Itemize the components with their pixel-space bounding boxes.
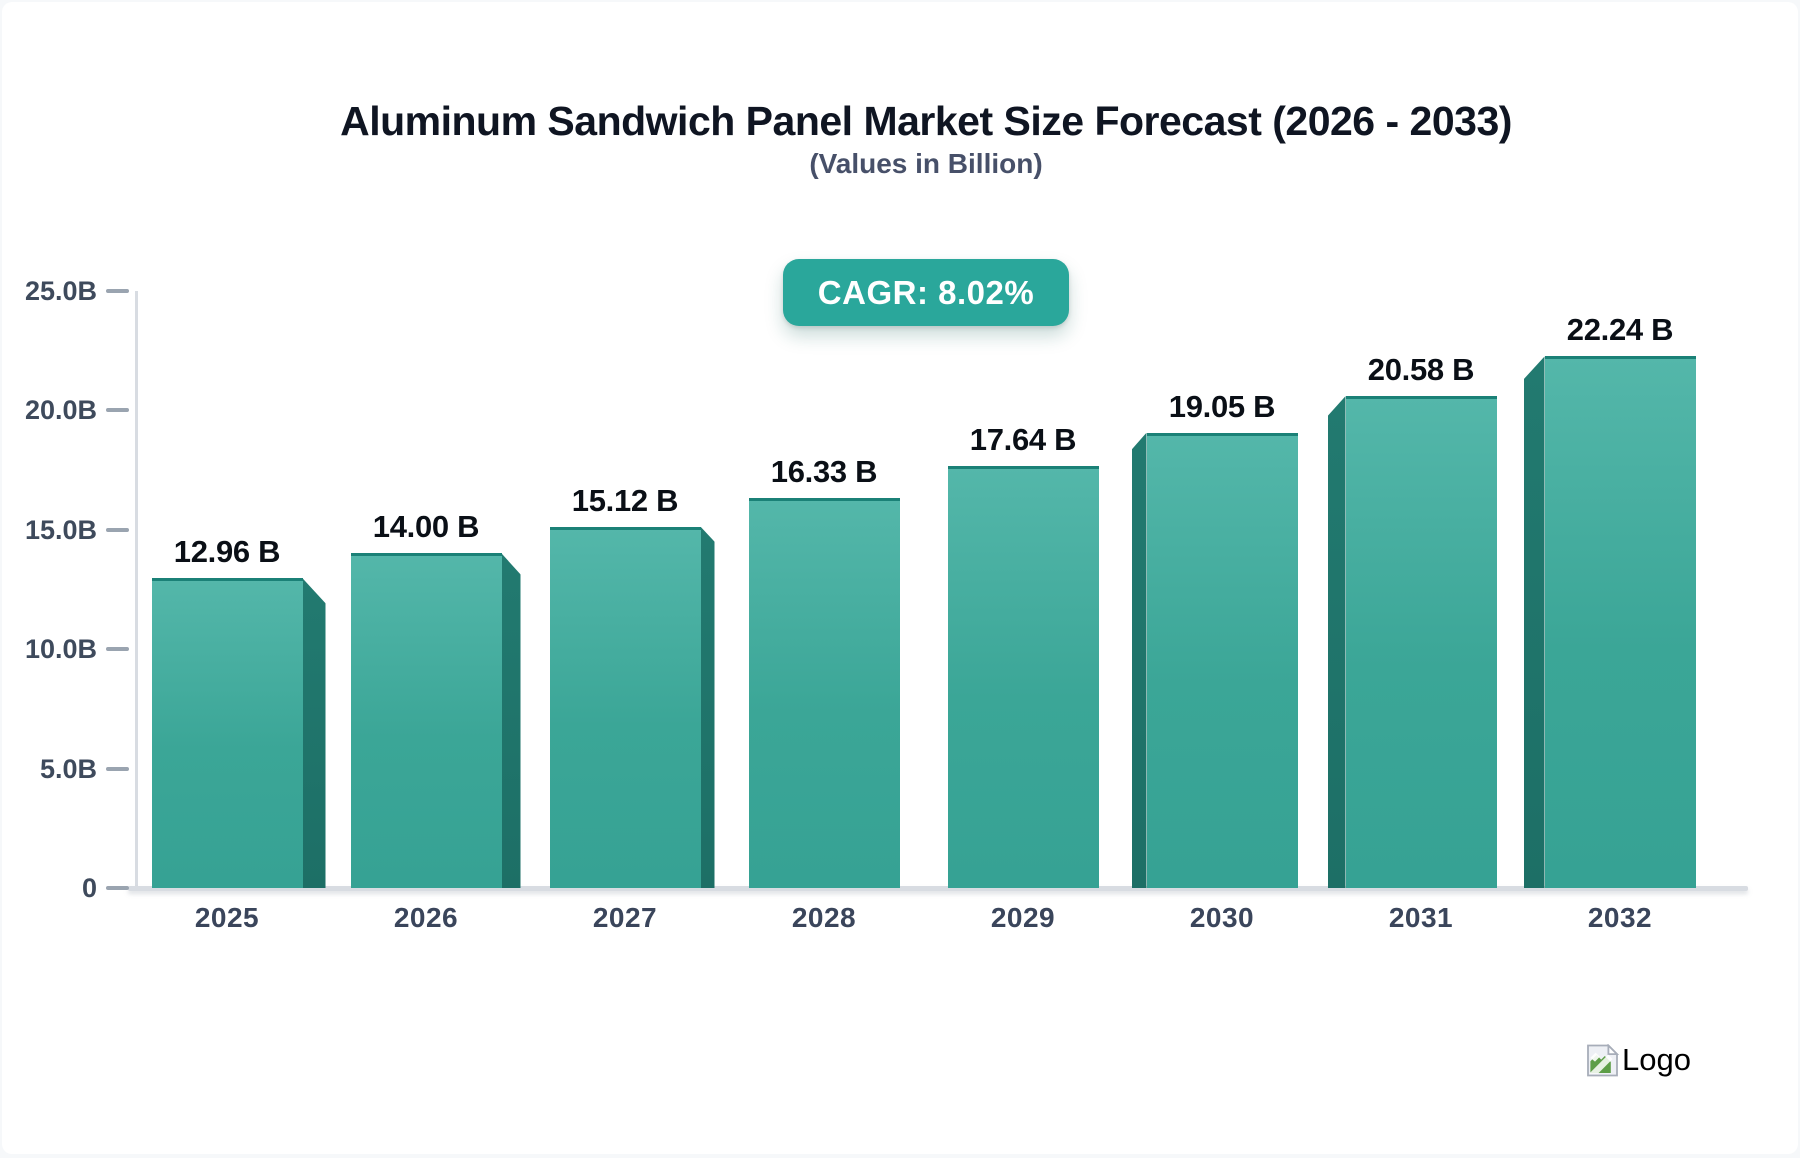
bar-3d-side [501, 553, 521, 888]
bar [1146, 432, 1298, 888]
y-tick-label: 15.0B [24, 514, 97, 545]
x-axis-label: 2030 [1189, 902, 1255, 933]
bar-3d-side [700, 526, 715, 888]
bar-value-label: 14.00 B [372, 509, 480, 545]
y-tick-dash [106, 408, 129, 412]
bar [748, 497, 900, 888]
bar-top-edge [1544, 356, 1696, 360]
bar-top-edge [549, 526, 701, 530]
x-axis-label: 2028 [791, 902, 857, 933]
y-tick-label: 0 [81, 873, 97, 903]
bar [1345, 396, 1497, 888]
bar-value-label: 20.58 B [1367, 352, 1475, 388]
bar-3d-side [302, 578, 326, 888]
x-axis-label: 2032 [1587, 902, 1653, 933]
y-tick-label: 5.0B [39, 753, 97, 784]
bar [947, 466, 1099, 888]
y-tick-dash [106, 288, 129, 293]
x-axis-line [128, 886, 1748, 891]
bar-value-label: 16.33 B [770, 453, 878, 489]
bar [1544, 356, 1696, 888]
chart-subtitle: (Values in Billion) [809, 148, 1043, 179]
bar [350, 553, 502, 888]
bar [151, 578, 303, 888]
logo-placeholder: Logo [1586, 1042, 1691, 1078]
x-axis-label: 2026 [393, 902, 459, 933]
cagr-badge: CAGR: 8.02% [782, 259, 1070, 326]
logo-alt-text: Logo [1622, 1042, 1691, 1077]
x-axis-label: 2031 [1388, 902, 1454, 933]
bar-top-edge [151, 578, 303, 582]
chart-title: Aluminum Sandwich Panel Market Size Fore… [340, 98, 1512, 144]
bar-3d-side [1327, 396, 1346, 888]
bar-value-label: 17.64 B [969, 422, 1077, 458]
x-axis-label: 2025 [194, 902, 260, 933]
bar-top-edge [748, 497, 900, 501]
bar-value-label: 15.12 B [571, 482, 679, 518]
bar-top-edge [947, 466, 1099, 470]
y-tick-dash [106, 766, 129, 771]
bar-top-edge [1345, 396, 1497, 400]
bar-top-edge [350, 553, 502, 557]
y-tick-label: 20.0B [24, 395, 97, 425]
cagr-badge-band: CAGR: 8.02% [50, 259, 1800, 326]
x-axis-label: 2027 [592, 902, 658, 933]
bar-top-edge [1146, 432, 1298, 436]
bar-value-label: 22.24 B [1566, 312, 1674, 348]
bar-value-label: 12.96 B [173, 534, 281, 570]
y-tick-dash [106, 886, 129, 890]
y-tick-label: 25.0B [24, 275, 97, 306]
broken-image-icon [1587, 1043, 1620, 1076]
bar-3d-side [1131, 432, 1147, 888]
y-axis-line [135, 290, 138, 888]
bar-3d-side [1523, 356, 1545, 888]
bar-value-label: 19.05 B [1168, 388, 1276, 424]
x-axis-label: 2029 [990, 902, 1056, 933]
y-tick-dash [106, 647, 129, 651]
y-tick-dash [106, 527, 129, 532]
bar [549, 526, 701, 888]
y-tick-label: 10.0B [24, 634, 97, 664]
